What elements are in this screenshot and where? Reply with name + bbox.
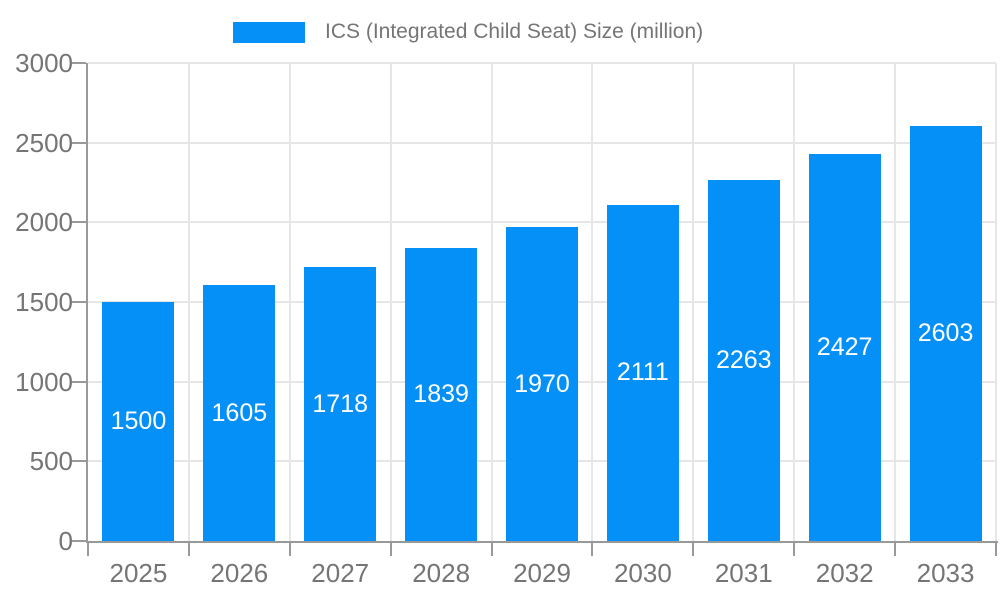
bar-value-label: 2111 (616, 358, 669, 387)
bar[interactable]: 1718 (304, 267, 377, 541)
gridline-horizontal (88, 221, 996, 224)
y-axis-line (86, 63, 88, 543)
y-tick-label: 1000 (15, 366, 73, 397)
gridline-vertical (793, 63, 796, 541)
x-tick-label: 2029 (513, 558, 571, 588)
y-tick-label: 0 (58, 526, 73, 556)
bar-value-label: 1718 (312, 389, 369, 418)
y-tick-label: 500 (29, 446, 73, 477)
y-axis-tick (72, 221, 86, 224)
bar[interactable]: 2263 (707, 180, 780, 541)
bar-value-label: 1970 (514, 369, 570, 398)
y-axis-tick (72, 460, 86, 463)
x-tick-label: 2032 (815, 558, 874, 588)
x-axis-tick (793, 541, 796, 556)
y-tick-label: 3000 (15, 48, 73, 78)
gridline-vertical (389, 63, 392, 541)
gridline-horizontal (88, 62, 996, 64)
bar-value-label: 1500 (110, 407, 167, 435)
gridline-vertical (187, 63, 190, 541)
x-axis-tick (591, 541, 594, 556)
x-tick-label: 2025 (109, 558, 168, 588)
bar[interactable]: 2603 (909, 126, 982, 541)
x-axis-tick (187, 541, 190, 556)
y-tick-label: 1500 (15, 287, 73, 317)
y-axis-tick (72, 380, 86, 383)
gridline-vertical (692, 63, 695, 541)
bar-value-label: 2427 (816, 333, 873, 362)
x-axis-tick (288, 541, 291, 556)
bar[interactable]: 1605 (203, 285, 276, 541)
bar-value-label: 2263 (715, 346, 772, 375)
x-tick-label: 2027 (311, 558, 370, 588)
y-axis-tick (72, 62, 86, 64)
x-axis-tick (692, 541, 695, 556)
x-axis-tick (389, 541, 392, 556)
x-tick-label: 2031 (714, 558, 773, 588)
y-axis-tick (72, 540, 86, 542)
legend-swatch-icon (233, 21, 305, 43)
bar[interactable]: 1970 (506, 227, 578, 541)
gridline-horizontal (88, 141, 996, 144)
bar[interactable]: 2427 (808, 154, 881, 541)
gridline-vertical (591, 63, 594, 541)
legend-label: ICS (Integrated Child Seat) Size (millio… (325, 20, 704, 43)
bar[interactable]: 1839 (405, 247, 478, 541)
gridline-vertical (288, 63, 291, 541)
x-axis-tick (995, 541, 997, 556)
gridline-vertical (995, 63, 997, 541)
x-tick-label: 2033 (916, 558, 975, 588)
gridline-vertical (490, 63, 493, 541)
x-tick-label: 2026 (210, 558, 269, 588)
x-axis-tick (87, 541, 89, 556)
x-axis-tick (490, 541, 493, 556)
bar-value-label: 1605 (211, 398, 268, 427)
y-tick-label: 2500 (15, 127, 73, 158)
y-tick-label: 2000 (15, 207, 73, 238)
bar-value-label: 2603 (917, 319, 974, 348)
legend-item[interactable]: ICS (Integrated Child Seat) Size (millio… (233, 17, 703, 47)
y-axis-tick (72, 141, 86, 144)
x-tick-label: 2030 (613, 558, 672, 588)
y-axis-tick (72, 301, 86, 303)
gridline-vertical (894, 63, 897, 541)
x-axis-line (86, 541, 998, 543)
bar[interactable]: 1500 (102, 302, 175, 541)
bar-value-label: 1839 (413, 379, 469, 408)
x-tick-label: 2028 (412, 558, 471, 588)
x-axis-tick (894, 541, 897, 556)
bar[interactable]: 2111 (606, 204, 679, 541)
